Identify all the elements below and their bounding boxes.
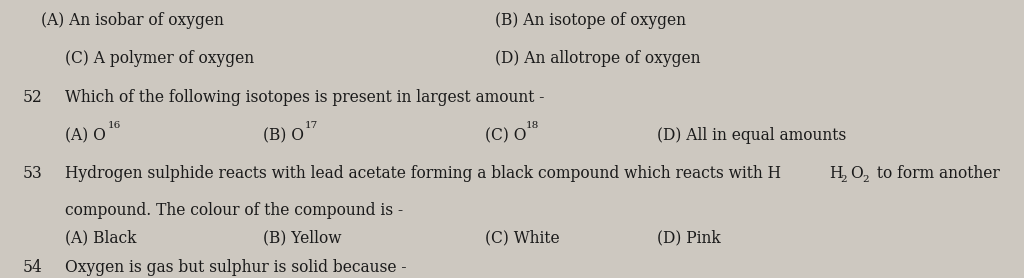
Text: 53: 53 xyxy=(24,165,43,182)
Text: (A) O: (A) O xyxy=(66,127,106,144)
Text: to form another: to form another xyxy=(872,165,1000,182)
Text: 16: 16 xyxy=(108,121,121,130)
Text: (C) A polymer of oxygen: (C) A polymer of oxygen xyxy=(66,50,255,67)
Text: (B) Yellow: (B) Yellow xyxy=(263,230,341,247)
Text: 2: 2 xyxy=(841,175,848,184)
Text: 52: 52 xyxy=(24,89,43,106)
Text: O: O xyxy=(851,165,863,182)
Text: (B) O: (B) O xyxy=(263,127,304,144)
Text: (A) Black: (A) Black xyxy=(66,230,137,247)
Text: 54: 54 xyxy=(24,259,43,276)
Text: compound. The colour of the compound is -: compound. The colour of the compound is … xyxy=(66,202,403,219)
Text: Oxygen is gas but sulphur is solid because -: Oxygen is gas but sulphur is solid becau… xyxy=(66,259,407,276)
Text: 18: 18 xyxy=(526,121,540,130)
Text: Hydrogen sulphide reacts with lead acetate forming a black compound which reacts: Hydrogen sulphide reacts with lead aceta… xyxy=(66,165,781,182)
Text: (D) An allotrope of oxygen: (D) An allotrope of oxygen xyxy=(495,50,700,67)
Text: 17: 17 xyxy=(305,121,318,130)
Text: 2: 2 xyxy=(862,175,869,184)
Text: (C) White: (C) White xyxy=(484,230,559,247)
Text: (D) All in equal amounts: (D) All in equal amounts xyxy=(657,127,847,144)
Text: H: H xyxy=(828,165,843,182)
Text: (A) An isobar of oxygen: (A) An isobar of oxygen xyxy=(41,12,223,29)
Text: Which of the following isotopes is present in largest amount -: Which of the following isotopes is prese… xyxy=(66,89,545,106)
Text: (B) An isotope of oxygen: (B) An isotope of oxygen xyxy=(495,12,685,29)
Text: (C) O: (C) O xyxy=(484,127,526,144)
Text: (D) Pink: (D) Pink xyxy=(657,230,721,247)
